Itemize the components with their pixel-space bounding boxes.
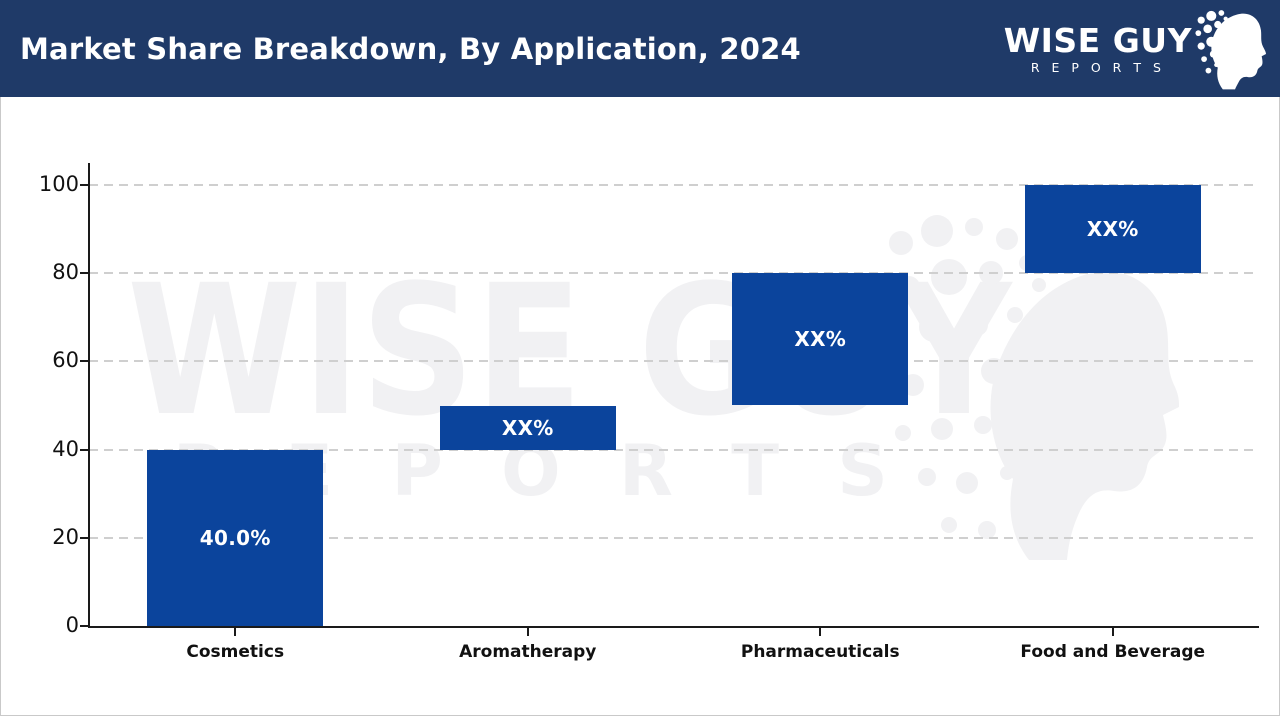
x-axis-tick [819, 628, 822, 636]
bar-aromatherapy: XX% [439, 405, 616, 450]
x-axis-line [88, 626, 1259, 628]
logo-head-icon [1195, 10, 1266, 90]
category-label: Food and Beverage [1020, 642, 1206, 662]
y-axis-tick-label: 0 [65, 613, 79, 637]
y-axis-tick [80, 448, 88, 451]
y-axis-tick-label: 100 [38, 172, 79, 196]
logo-wordmark: WISE GUY [1003, 21, 1192, 60]
y-axis-tick [80, 360, 88, 363]
x-axis-tick [526, 628, 529, 636]
logo-text-block: WISE GUY R E P O R T S [1003, 21, 1192, 76]
logo-subtext: R E P O R T S [1030, 60, 1165, 75]
bar-value-label: 40.0% [199, 525, 271, 550]
x-axis-tick [234, 628, 237, 636]
bar-value-label: XX% [794, 327, 847, 352]
category-label: Aromatherapy [459, 642, 597, 662]
y-axis-line [88, 163, 90, 628]
gridline [89, 272, 1259, 275]
y-axis-tick-label: 20 [52, 524, 79, 549]
wise-guy-logo: WISE GUY R E P O R T S [1004, 6, 1266, 92]
y-axis-tick-label: 40 [52, 436, 79, 461]
bar-value-label: XX% [501, 415, 554, 440]
gridline [89, 184, 1259, 186]
y-axis-tick [80, 536, 88, 539]
x-axis-tick [1111, 628, 1114, 636]
header-bar: Market Share Breakdown, By Application, … [0, 0, 1280, 97]
gridline [89, 536, 1259, 539]
bar-value-label: XX% [1086, 217, 1139, 242]
chart-canvas: WISE GUY R E P O R T S 0 20 40 60 80 100 40.0%… [0, 97, 1280, 716]
gridline [89, 448, 1259, 451]
bar-cosmetics: 40.0% [147, 449, 324, 626]
y-axis-tick-label: 80 [52, 260, 79, 285]
bar-food-and-beverage: XX% [1024, 185, 1201, 274]
y-axis-tick-label: 60 [52, 348, 79, 373]
watermark-head-icon [889, 215, 1179, 560]
bar-pharmaceuticals: XX% [732, 273, 909, 406]
plot-area: 0 20 40 60 80 100 40.0% Cosmetics XX% Aromatherap… [1, 97, 1279, 715]
y-axis-tick [80, 272, 88, 275]
category-label: Pharmaceuticals [740, 642, 900, 662]
chart-title: Market Share Breakdown, By Application, … [20, 31, 801, 66]
gridline [89, 360, 1259, 363]
y-axis-tick [80, 184, 88, 186]
y-axis-tick [80, 625, 88, 627]
category-label: Cosmetics [186, 642, 285, 662]
